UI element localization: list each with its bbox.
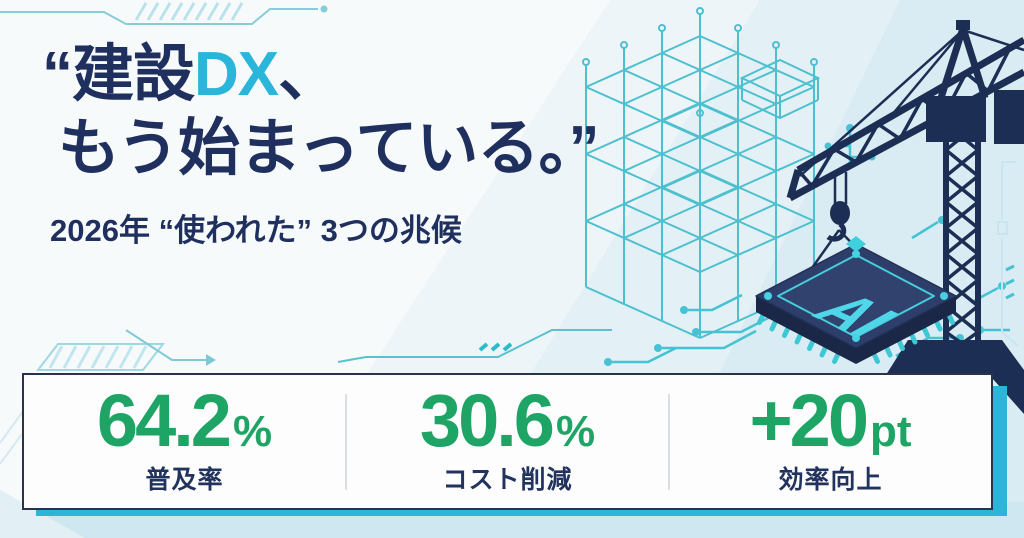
stat-label: 効率向上 bbox=[778, 465, 883, 494]
wireframe-building-icon bbox=[582, 7, 821, 339]
stat-item-cost-reduction: 30.6% コスト削減 bbox=[347, 384, 668, 495]
stat-number: 30.6 bbox=[419, 379, 555, 463]
subtitle: 2026年 “使われた” 3つの兆候 bbox=[50, 212, 462, 248]
hatch-stripes-icon bbox=[134, 2, 244, 21]
headline-line1-accent: DX bbox=[194, 40, 279, 109]
stat-label: コスト削減 bbox=[442, 465, 573, 494]
circuit-line-decoration-above-panel bbox=[337, 329, 612, 363]
stat-item-efficiency: +20pt 効率向上 bbox=[670, 384, 991, 495]
circuit-outline-right bbox=[997, 161, 1019, 347]
crane-hook-icon bbox=[830, 201, 850, 225]
circuit-line-decoration-top bbox=[0, 2, 328, 25]
stat-value: 64.2% bbox=[97, 384, 273, 458]
stat-value: +20pt bbox=[749, 384, 912, 458]
headline-line2: もう始まっている。” bbox=[58, 114, 600, 184]
headline-line1: “建設DX、 bbox=[42, 38, 599, 112]
ai-chip-icon: AI bbox=[755, 236, 957, 364]
stat-number: +20 bbox=[749, 379, 869, 463]
stat-value: 30.6% bbox=[420, 384, 596, 458]
hatch-decoration-mid bbox=[35, 329, 216, 371]
chip-lift-anchor bbox=[846, 236, 866, 252]
headline-line1-prefix: “建設 bbox=[42, 40, 195, 109]
stat-label: 普及率 bbox=[145, 465, 224, 494]
stat-divider bbox=[345, 393, 347, 490]
headline-block: “建設DX、 もう始まっている。” 2026年 “使われた” 3つの兆候 bbox=[42, 38, 600, 250]
arrow-tip-icon bbox=[206, 354, 216, 366]
stats-panel: 64.2% 普及率 30.6% コスト削減 +20pt 効率向上 bbox=[22, 373, 993, 510]
circuit-trace-icon bbox=[604, 124, 1010, 366]
stat-divider bbox=[668, 393, 670, 490]
stat-unit: pt bbox=[870, 407, 912, 457]
stat-unit: % bbox=[232, 407, 273, 457]
stat-number: 64.2 bbox=[96, 379, 232, 463]
headline-line1-suffix: 、 bbox=[278, 40, 340, 109]
stat-item-adoption: 64.2% 普及率 bbox=[24, 384, 345, 495]
stat-unit: % bbox=[555, 407, 596, 457]
